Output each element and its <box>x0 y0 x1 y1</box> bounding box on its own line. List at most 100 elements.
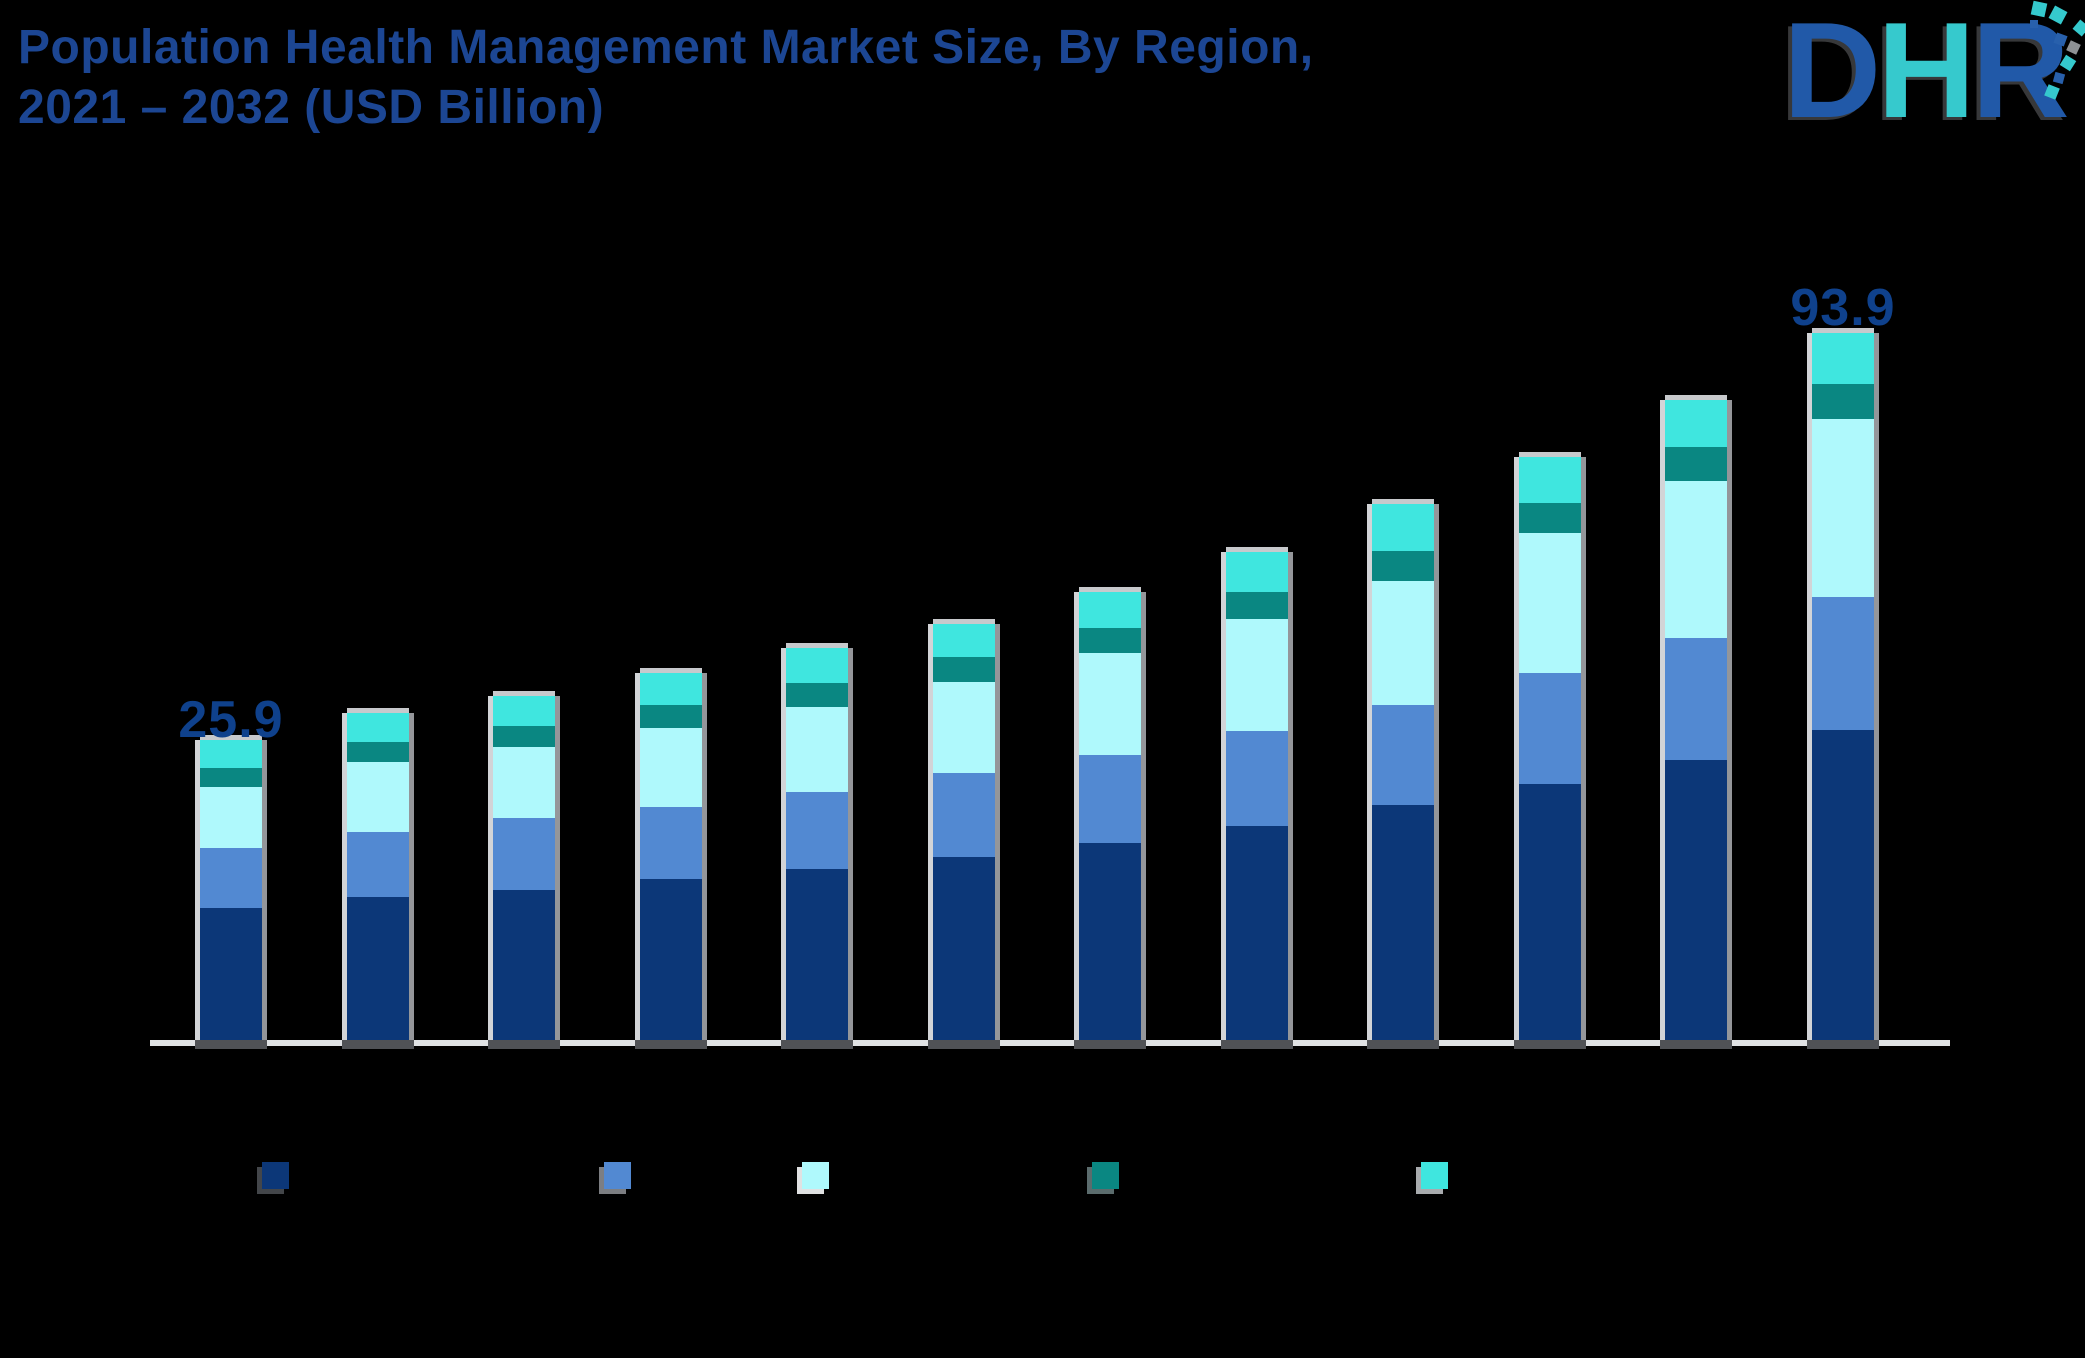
bar-segment-series-1-bottom <box>493 890 555 1040</box>
bar-segment-series-5-top <box>786 648 848 683</box>
bar-segment-series-2 <box>1812 597 1874 730</box>
bar-segment-series-3 <box>1372 581 1434 705</box>
bar-segment-series-1-bottom <box>1372 805 1434 1040</box>
bar-segment-series-5-top <box>1372 504 1434 551</box>
bar-base-shadow <box>1074 1040 1146 1049</box>
bar-base-shadow <box>635 1040 707 1049</box>
bar-segment-series-4 <box>1519 503 1581 533</box>
bar-base-shadow <box>195 1040 267 1049</box>
bar-segment-series-5-top <box>1519 457 1581 503</box>
bar-segment-series-4 <box>1812 384 1874 419</box>
bar-segment-series-2 <box>933 773 995 857</box>
bar-segment-series-3 <box>493 747 555 818</box>
x-axis-line <box>150 1040 1950 1046</box>
logo-burst-square <box>2030 20 2038 28</box>
bar-base-shadow <box>1367 1040 1439 1049</box>
bar-segment-series-5-top <box>200 740 262 768</box>
bar-segment-series-4 <box>1226 592 1288 619</box>
bar-segment-series-5-top <box>933 624 995 657</box>
bar-segment-series-1-bottom <box>1079 843 1141 1040</box>
bar-segment-series-3 <box>933 682 995 773</box>
stacked-bar-2023 <box>493 696 555 1040</box>
stacked-bar-2026 <box>933 624 995 1040</box>
stacked-bar-2021 <box>200 740 262 1040</box>
bar-base-shadow <box>1807 1040 1879 1049</box>
bar-segment-series-2 <box>640 807 702 879</box>
bar-segment-series-1-bottom <box>1519 784 1581 1040</box>
bar-base-shadow <box>488 1040 560 1049</box>
bar-segment-series-4 <box>1372 551 1434 581</box>
bar-segment-series-4 <box>347 742 409 762</box>
dhr-logo: DHR <box>1783 0 2085 160</box>
bar-segment-series-5-top <box>1665 400 1727 447</box>
bar-segment-series-4 <box>493 726 555 747</box>
bar-segment-series-2 <box>1079 755 1141 843</box>
bar-segment-series-1-bottom <box>640 879 702 1040</box>
stacked-bar-2031 <box>1665 400 1727 1040</box>
stacked-bar-2029 <box>1372 504 1434 1040</box>
value-label-bar-2021: 25.9 <box>178 691 284 749</box>
bar-segment-series-2 <box>200 848 262 908</box>
bar-segment-series-2 <box>347 832 409 897</box>
bar-base-shadow <box>781 1040 853 1049</box>
bar-segment-series-3 <box>640 728 702 807</box>
stacked-bar-2025 <box>786 648 848 1040</box>
stacked-bar-2032 <box>1812 333 1874 1040</box>
bar-segment-series-1-bottom <box>347 897 409 1040</box>
bar-segment-series-4 <box>1079 628 1141 653</box>
bar-segment-series-1-bottom <box>933 857 995 1040</box>
bar-segment-series-2 <box>1665 638 1727 760</box>
bar-segment-series-3 <box>1226 619 1288 731</box>
bar-segment-series-4 <box>933 657 995 682</box>
bar-segment-series-1-bottom <box>1812 730 1874 1040</box>
bar-segment-series-1-bottom <box>1665 760 1727 1040</box>
stacked-bar-2028 <box>1226 552 1288 1040</box>
bar-segment-series-3 <box>1519 533 1581 673</box>
bar-segment-series-3 <box>347 762 409 832</box>
logo-letter-d: D <box>1783 0 1881 146</box>
bar-segment-series-1-bottom <box>200 908 262 1040</box>
legend-swatch-series-5-top <box>1421 1162 1448 1189</box>
logo-burst-square <box>2066 40 2081 55</box>
bar-base-shadow <box>1221 1040 1293 1049</box>
bar-segment-series-5-top <box>1079 592 1141 628</box>
bar-segment-series-3 <box>200 787 262 848</box>
bar-segment-series-4 <box>200 768 262 787</box>
bar-segment-series-4 <box>786 683 848 707</box>
stacked-bar-2030 <box>1519 457 1581 1040</box>
bar-base-shadow <box>1660 1040 1732 1049</box>
chart-title: Population Health Management Market Size… <box>18 18 1314 138</box>
bar-base-shadow <box>342 1040 414 1049</box>
bar-base-shadow <box>1514 1040 1586 1049</box>
bar-segment-series-5-top <box>1226 552 1288 592</box>
logo-burst-square <box>2072 19 2085 37</box>
logo-burst-square <box>2030 0 2048 18</box>
bar-segment-series-4 <box>1665 447 1727 481</box>
bar-segment-series-3 <box>786 707 848 792</box>
bar-segment-series-3 <box>1079 653 1141 755</box>
bar-segment-series-2 <box>1226 731 1288 826</box>
stacked-bar-2024 <box>640 673 702 1040</box>
chart-title-line2: 2021 – 2032 (USD Billion) <box>18 81 605 134</box>
logo-letter-h: H <box>1877 0 1975 146</box>
bar-segment-series-2 <box>493 818 555 890</box>
bar-segment-series-2 <box>1372 705 1434 805</box>
bar-base-shadow <box>928 1040 1000 1049</box>
legend-swatch-series-1-bottom <box>262 1162 289 1189</box>
bar-segment-series-5-top <box>347 713 409 742</box>
bar-segment-series-5-top <box>1812 333 1874 384</box>
bar-segment-series-3 <box>1665 481 1727 638</box>
bar-segment-series-1-bottom <box>1226 826 1288 1040</box>
stacked-bar-2027 <box>1079 592 1141 1040</box>
dhr-logo-letters: DHR <box>1783 2 2070 138</box>
bar-segment-series-4 <box>640 705 702 728</box>
value-label-bar-2032: 93.9 <box>1790 279 1896 337</box>
stacked-bar-2022 <box>347 713 409 1040</box>
logo-letter-r: R <box>1971 0 2069 146</box>
bar-segment-series-5-top <box>493 696 555 726</box>
bar-segment-series-1-bottom <box>786 869 848 1040</box>
bar-segment-series-2 <box>786 792 848 869</box>
chart-title-line1: Population Health Management Market Size… <box>18 21 1314 74</box>
legend-swatch-series-2 <box>604 1162 631 1189</box>
